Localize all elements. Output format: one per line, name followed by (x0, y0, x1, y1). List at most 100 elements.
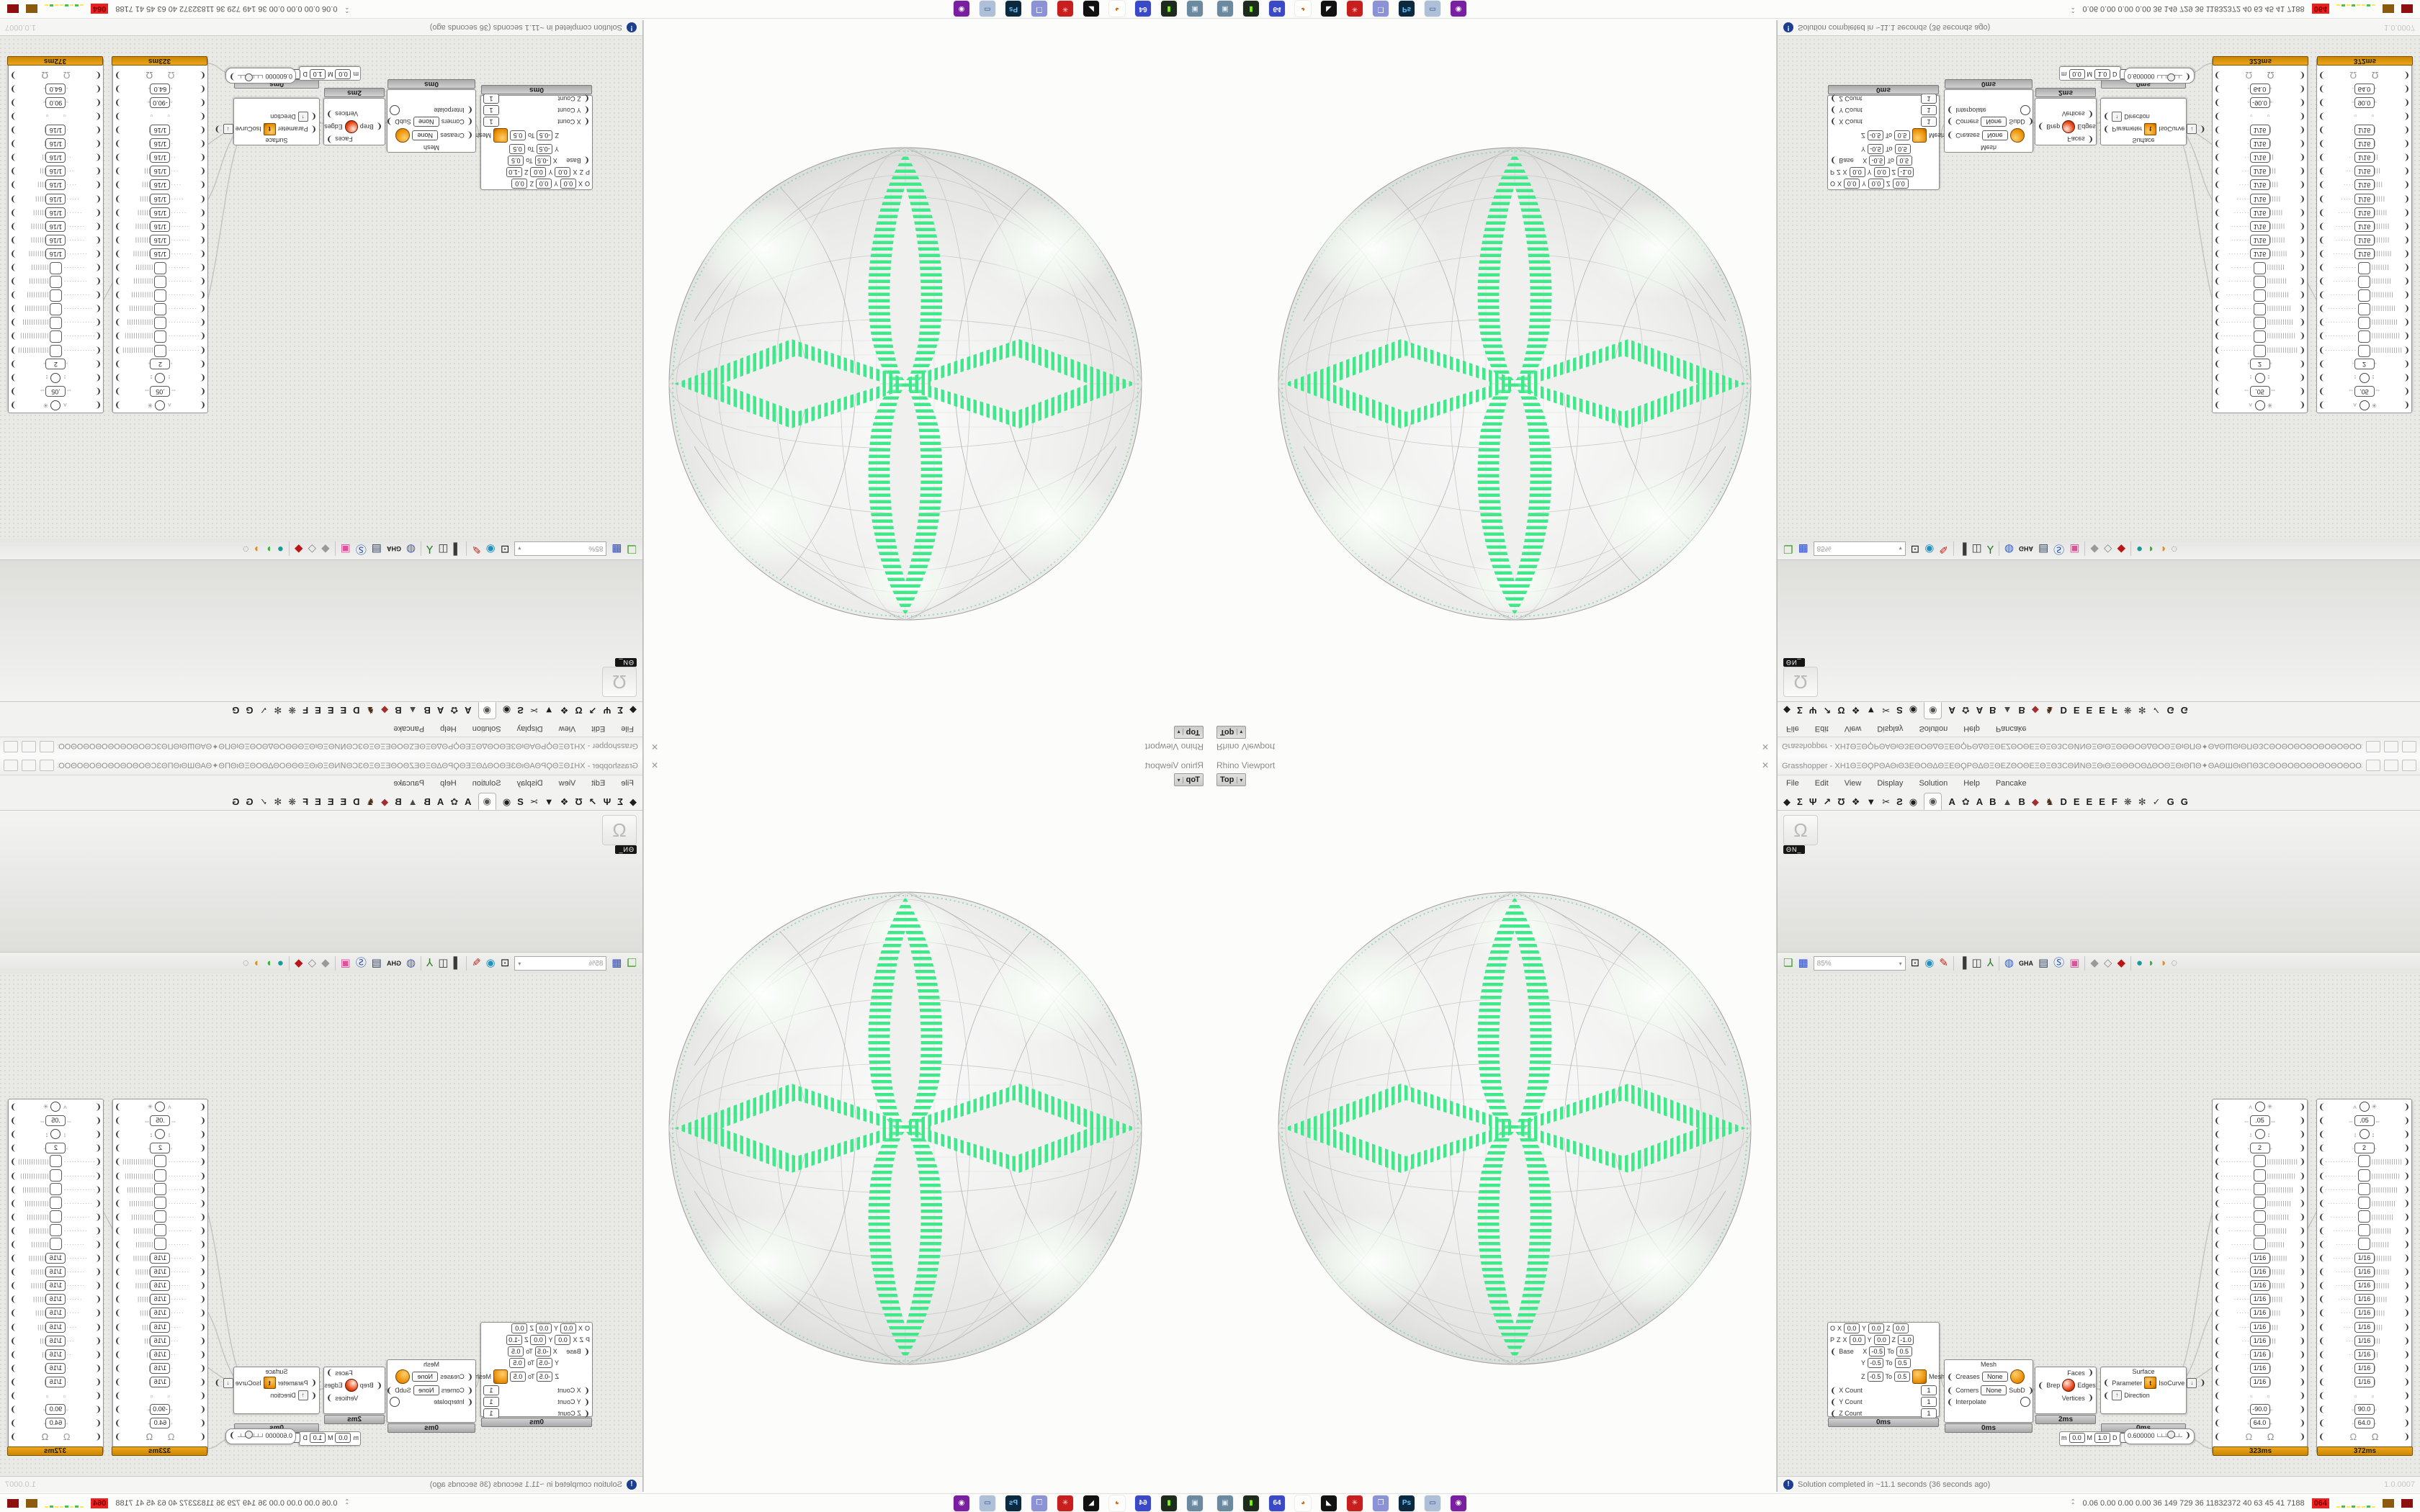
photoshop-icon[interactable]: Ps (1399, 1, 1415, 17)
category-tab[interactable]: ◉ (1909, 796, 1918, 807)
base-y-min[interactable]: -0.5 (536, 144, 552, 154)
chat-app-icon[interactable]: ◉ (1451, 1495, 1466, 1511)
menu-item-pancake[interactable]: Pancake (1995, 724, 2027, 733)
base-z-min[interactable]: -0.5 (1867, 1372, 1883, 1382)
category-tab[interactable]: E (340, 796, 347, 807)
base-y-max[interactable]: 0.5 (1894, 1358, 1911, 1368)
chat-app-icon[interactable]: ◉ (1451, 1, 1466, 17)
rhino-viewport[interactable]: Rhino Viewport Top ▾ ✕ (1210, 20, 1777, 756)
parameter-stack-right[interactable]: ❨˄✳❩❨⇔.05⇔❩❨↕↕❩❨◦2◦❩❨··············|||||… (7, 1099, 104, 1457)
base-y-min[interactable]: -0.5 (536, 1358, 552, 1368)
y-count-value[interactable]: 1 (1921, 1397, 1937, 1407)
save-file-icon[interactable]: ▦ (611, 543, 622, 555)
base-y-min[interactable]: -0.5 (1868, 144, 1884, 154)
number-slider[interactable]: 0.600000 ❩ (225, 68, 296, 84)
selection-ellipse-icon[interactable]: ◌ (242, 543, 249, 555)
window-app-icon[interactable]: ❐ (1373, 1, 1389, 17)
selection-ellipse-icon[interactable]: ◌ (2171, 543, 2178, 555)
x-count-value[interactable]: 1 (483, 117, 499, 127)
red-gear-icon[interactable]: ✳ (1057, 1495, 1073, 1511)
viewport-close-icon[interactable]: ✕ (651, 760, 659, 770)
category-tab[interactable]: Ʊ (575, 705, 583, 716)
category-tab[interactable]: G (232, 796, 240, 807)
package-icon[interactable]: ▣ (2069, 957, 2080, 969)
category-tab[interactable]: ✂ (529, 705, 538, 716)
category-tab[interactable]: E (2099, 705, 2105, 716)
rhino-viewport[interactable]: Rhino Viewport Top ▾ ✕ (1210, 756, 1777, 1492)
canvas-zoom-select[interactable]: 85% ▾ (1813, 541, 1906, 556)
category-tab[interactable]: Ƨ (1896, 796, 1903, 807)
photoshop-icon[interactable]: Ps (1005, 1495, 1021, 1511)
menu-item-view[interactable]: View (1844, 779, 1862, 788)
category-tab[interactable]: B (424, 796, 431, 807)
category-tab[interactable]: Ψ (1809, 796, 1817, 807)
grasshopper-canvas[interactable]: Ο X 0.0 Y 0.0 Z 0.0 P Z X 0.0 Y 0.0 Z -1.0 ❨ Ba… (0, 973, 642, 1476)
tray-expand-icon[interactable]: ⌃ ⌃ (344, 4, 350, 14)
category-tab[interactable]: ◆ (2031, 796, 2039, 807)
creases-value[interactable]: None (1981, 130, 2008, 140)
direction-toggle[interactable]: ↑ (297, 1390, 308, 1400)
category-tab[interactable]: D (353, 705, 360, 716)
category-tab[interactable]: D (2060, 705, 2067, 716)
cat-app-icon[interactable]: ◣ (1321, 1495, 1337, 1511)
tripod-icon[interactable]: ⅄ (426, 957, 434, 969)
y-count-value[interactable]: 1 (1921, 105, 1937, 115)
category-tab[interactable]: ♞ (366, 705, 375, 716)
point-z-value[interactable]: 0.0 (1892, 1323, 1909, 1333)
slider-track[interactable] (238, 73, 264, 81)
category-tab[interactable]: ❖ (560, 796, 569, 807)
ball-green-icon[interactable]: ◗ (265, 543, 272, 555)
brep-edges-node[interactable]: Faces❩ ❨Brep Edges❩ Vertices❩ 2ms (2035, 1367, 2105, 1424)
menu-item-display[interactable]: Display (1877, 779, 1904, 788)
ball-orange-icon[interactable]: ◑ (2159, 957, 2166, 969)
menu-item-pancake[interactable]: Pancake (393, 724, 425, 733)
ghx-icon[interactable]: ◍ (406, 957, 416, 969)
tray-expand-icon[interactable]: ⌃ ⌃ (2070, 1498, 2076, 1508)
category-tab[interactable]: ✓ (259, 796, 268, 807)
floppy64-icon[interactable]: 64 (1135, 1495, 1151, 1511)
gem-light-icon[interactable]: ◇ (2103, 543, 2112, 555)
grasshopper-titlebar[interactable]: Grasshopper - XH1ΘΞΘϘΡΘΑΘιΘЗΕΘΟΘΔΘΞΕΘϘΡΘ… (0, 737, 642, 756)
category-tab[interactable]: A (1948, 796, 1955, 807)
photoshop-icon[interactable]: Ps (1005, 1, 1021, 17)
ball-orange-icon[interactable]: ◑ (254, 543, 261, 555)
firefox-icon[interactable]: ◕ (1295, 1, 1311, 17)
base-z-max[interactable]: 0.5 (1894, 1372, 1911, 1382)
open-file-icon[interactable]: ❏ (1783, 957, 1793, 969)
ball-green-icon[interactable]: ◗ (2148, 543, 2155, 555)
window-app-icon[interactable]: ❐ (1373, 1495, 1389, 1511)
corners-value[interactable]: None (1981, 1385, 2007, 1395)
base-y-max[interactable]: 0.5 (509, 1358, 526, 1368)
parameter-stack-right[interactable]: ❨˄✳❩❨⇔.05⇔❩❨↕↕❩❨◦2◦❩❨··············|||||… (2316, 55, 2413, 413)
subd-from-mesh-node[interactable]: Mesh ❨ Creases None ❨ Corners None SubD ❩ ❨… (1944, 1359, 2034, 1433)
save-file-icon[interactable]: ▦ (1798, 543, 1809, 555)
window-app-icon[interactable]: ❐ (1031, 1495, 1047, 1511)
category-tab[interactable]: F (302, 796, 309, 807)
base-x-min[interactable]: -0.5 (1869, 1346, 1886, 1356)
max-value[interactable]: 1.0 (2094, 69, 2110, 79)
viewport-projection-dropdown[interactable]: Top ▾ (1216, 726, 1247, 739)
category-tab[interactable]: ▼ (544, 705, 554, 716)
x-count-value[interactable]: 1 (1921, 117, 1937, 127)
film-icon[interactable]: ▐ (1958, 543, 1967, 555)
category-tab[interactable]: Σ (1797, 705, 1803, 716)
document-icon[interactable]: ▤ (371, 543, 382, 555)
maximize-button[interactable] (2384, 760, 2398, 771)
y-count-value[interactable]: 1 (483, 105, 499, 115)
domain-widget[interactable]: m 0.0 M 1.0 D 6 (2059, 66, 2136, 81)
category-tab[interactable]: ❖ (560, 705, 569, 716)
menu-item-edit[interactable]: Edit (591, 779, 606, 788)
terminal-icon[interactable]: ▭ (980, 1495, 995, 1511)
category-tab[interactable]: ▼ (1866, 796, 1876, 807)
category-tab[interactable]: B (395, 796, 402, 807)
point-x-value[interactable]: 0.0 (1844, 179, 1860, 189)
z-count-value[interactable]: 1 (1921, 1408, 1937, 1418)
window-app-icon[interactable]: ❐ (1031, 1, 1047, 17)
brep-edges-node[interactable]: Faces❩ ❨Brep Edges❩ Vertices❩ 2ms (315, 88, 385, 145)
isocurve-node[interactable]: Surface ❨ Parameter t IsoCurve ↓ ❩ ❨ ↑ Dire… (215, 79, 320, 145)
viewport-close-icon[interactable]: ✕ (1761, 760, 1769, 770)
category-tab[interactable]: ❋ (288, 796, 297, 807)
floppy64-icon[interactable]: 64 (1269, 1495, 1285, 1511)
slider-knob[interactable] (245, 73, 254, 81)
slider-track[interactable] (2156, 1431, 2182, 1439)
